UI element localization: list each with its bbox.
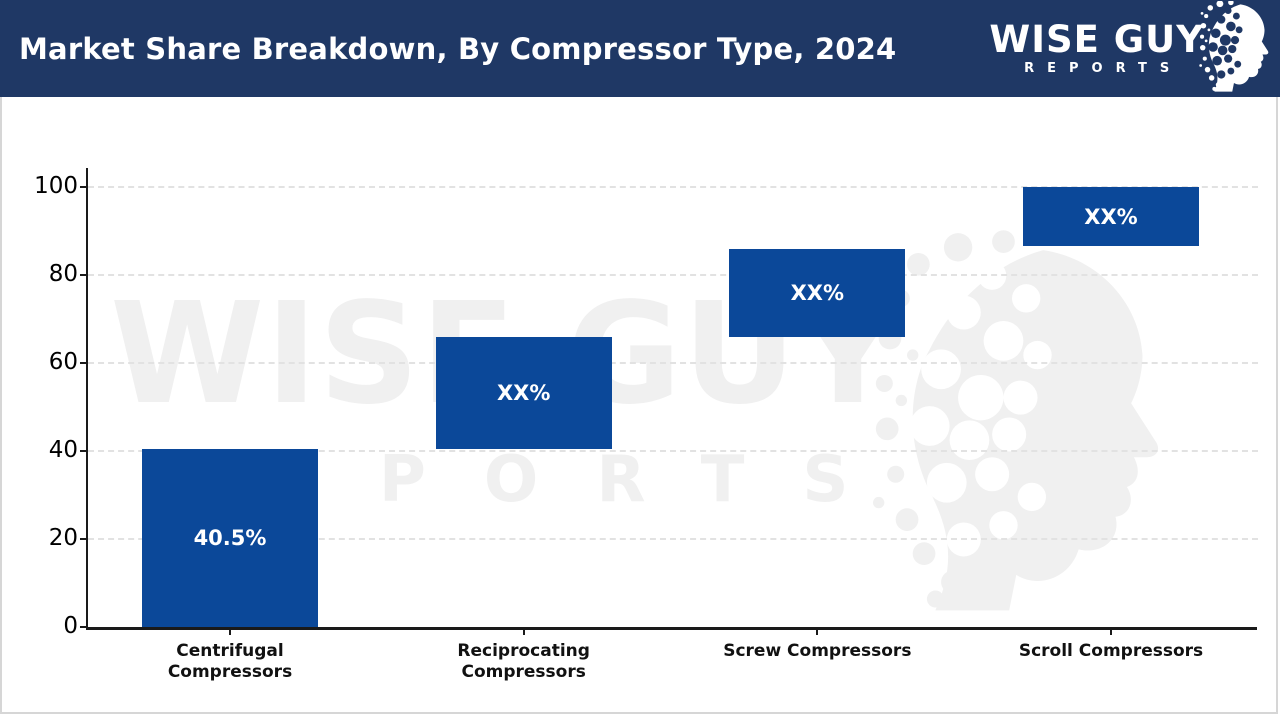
y-gridline [88,538,1258,540]
y-tick-label: 0 [63,613,78,639]
bar-segment: XX% [1023,187,1199,247]
x-tick-mark [1110,627,1112,635]
bar-value-label: 40.5% [193,525,267,550]
x-category-label: Reciprocating Compressors [457,641,590,683]
y-tick-label: 80 [48,261,78,287]
header-bar: Market Share Breakdown, By Compressor Ty… [0,0,1280,97]
bar-value-label: XX% [1084,204,1138,229]
bar-value-label: XX% [790,280,845,305]
dotted-head-icon [1198,0,1272,97]
x-category-label: Screw Compressors [723,641,912,661]
y-tick-mark [80,274,88,276]
y-tick-label: 60 [48,349,78,375]
x-tick-mark [816,627,819,635]
y-tick-label: 20 [48,525,78,551]
y-tick-label: 100 [34,173,78,199]
y-tick-mark [80,626,88,628]
bar-segment: XX% [435,336,612,449]
y-gridline [88,362,1258,364]
y-tick-mark [80,186,88,188]
bar-segment: XX% [729,248,906,337]
wise-guy-reports-logo: WISE GUY REPORTS [989,0,1280,97]
logo-name: WISE GUY [989,18,1204,62]
logo-tagline: REPORTS [1024,60,1183,76]
y-gridline [88,274,1258,276]
x-category-label: Scroll Compressors [1018,641,1204,661]
bar-segment: 40.5% [142,448,318,627]
y-tick-mark [80,450,88,452]
bar-value-label: XX% [496,380,551,405]
chart-title: Market Share Breakdown, By Compressor Ty… [19,31,897,66]
x-tick-mark [522,627,525,635]
y-tick-label: 40 [48,437,78,463]
logo-text: WISE GUY REPORTS [989,18,1204,76]
x-tick-mark [229,627,231,635]
x-category-label: Centrifugal Compressors [167,641,293,683]
y-tick-mark [80,362,88,364]
y-tick-mark [80,538,88,540]
y-axis-line [86,168,88,629]
x-axis-line [86,627,1257,630]
y-gridline [88,450,1258,452]
y-gridline [88,186,1258,188]
